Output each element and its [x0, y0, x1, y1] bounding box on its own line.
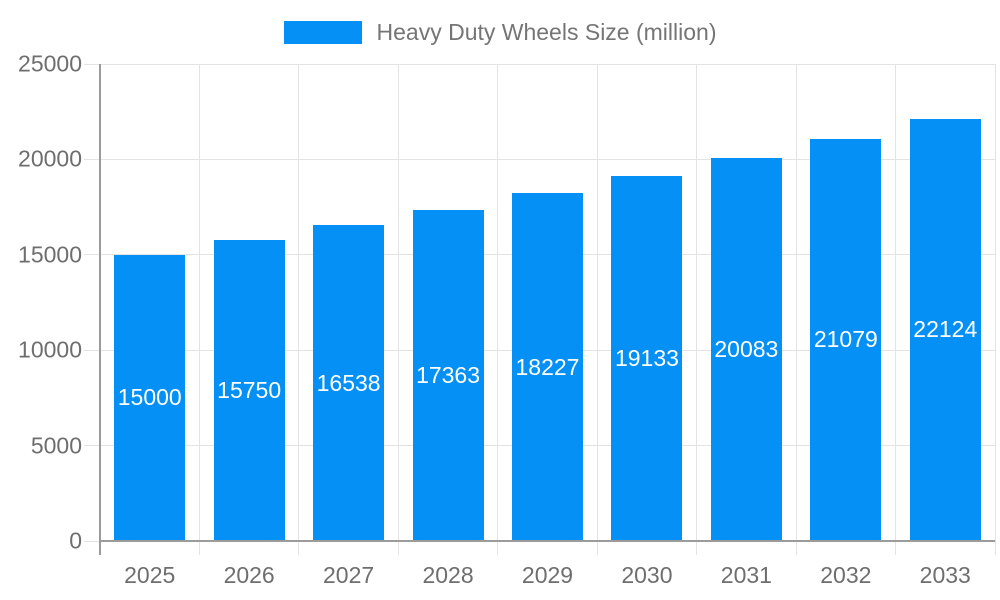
- bar-2032[interactable]: [810, 138, 882, 541]
- y-axis-tick-label: 10000: [18, 336, 82, 363]
- y-axis-tick-label: 25000: [18, 50, 82, 77]
- x-gridline: [397, 64, 399, 555]
- x-axis-tick-label: 2031: [720, 562, 772, 588]
- x-axis-tick-label: 2026: [223, 562, 275, 588]
- legend-label: Heavy Duty Wheels Size (million): [376, 19, 717, 45]
- bar-2033[interactable]: [909, 118, 981, 541]
- x-gridline: [298, 64, 300, 555]
- x-axis-tick-label: 2030: [621, 562, 673, 588]
- x-gridline: [696, 64, 698, 555]
- bar-2027[interactable]: [313, 225, 385, 541]
- y-axis-tick-label: 0: [69, 527, 82, 554]
- bar-2025[interactable]: [114, 254, 186, 541]
- y-axis-tick-label: 15000: [18, 241, 82, 268]
- x-axis-tick-label: 2028: [422, 562, 474, 588]
- bar-2031[interactable]: [710, 157, 782, 541]
- legend-swatch-icon: [283, 21, 362, 44]
- x-gridline: [198, 64, 200, 555]
- x-gridline: [994, 64, 996, 555]
- bar-2026[interactable]: [213, 240, 285, 541]
- y-gridline: [84, 158, 995, 160]
- x-axis-tick-label: 2033: [919, 562, 971, 588]
- bar-2029[interactable]: [512, 193, 583, 541]
- bar-2028[interactable]: [412, 209, 484, 541]
- x-gridline: [497, 64, 499, 555]
- x-axis-tick-label: 2025: [124, 562, 176, 588]
- legend[interactable]: Heavy Duty Wheels Size (million): [0, 19, 1000, 45]
- x-gridline: [596, 64, 598, 555]
- x-axis-tick-label: 2027: [323, 562, 375, 588]
- x-gridline: [895, 64, 897, 555]
- y-gridline: [84, 63, 995, 65]
- y-axis-tick-label: 20000: [18, 145, 82, 172]
- bar-2030[interactable]: [611, 175, 683, 541]
- x-axis-tick-label: 2032: [820, 562, 872, 588]
- x-axis-tick-label: 2029: [521, 562, 574, 588]
- plot-area: 15000 15750 16538 17363 18227 19133 20083 21079…: [84, 63, 996, 555]
- x-gridline: [795, 64, 797, 555]
- x-axis-line: [100, 540, 995, 542]
- y-axis-tick-label: 5000: [30, 432, 82, 459]
- y-axis-line: [99, 64, 101, 555]
